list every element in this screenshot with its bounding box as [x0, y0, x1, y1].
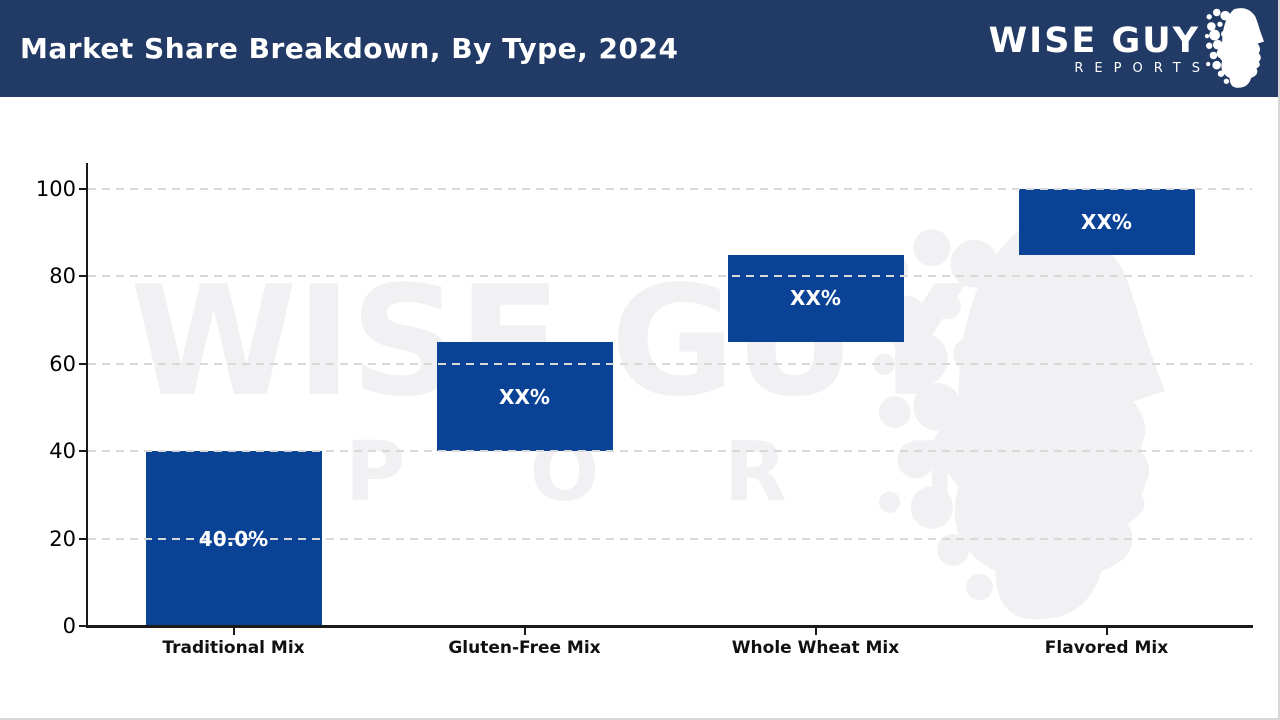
y-tick-mark [79, 188, 86, 190]
logo-subtitle: REPORTS [1074, 60, 1211, 76]
y-tick-label: 80 [49, 264, 76, 289]
y-axis-line [86, 163, 88, 628]
gridline [88, 188, 1252, 190]
gridline [88, 450, 1252, 453]
y-tick-mark [79, 275, 86, 278]
y-tick-label: 20 [49, 526, 76, 551]
x-category-label: Gluten-Free Mix [448, 638, 601, 658]
page-title: Market Share Breakdown, By Type, 2024 [20, 32, 679, 65]
y-tick-mark [79, 537, 86, 540]
header-bar: Market Share Breakdown, By Type, 2024 WI… [0, 0, 1280, 97]
gridline [88, 537, 1252, 540]
logo-wordmark: WISE GUY [988, 20, 1200, 61]
wiseguy-head-icon [1202, 6, 1268, 92]
y-tick-label: 100 [35, 177, 76, 201]
y-tick-mark [79, 450, 86, 453]
x-tick-mark [232, 628, 235, 635]
y-tick-mark [79, 362, 86, 365]
y-tick-label: 0 [62, 614, 76, 638]
bar-segment [436, 341, 613, 452]
bar-value-label: XX% [1081, 209, 1132, 234]
x-category-label: Whole Wheat Mix [731, 638, 900, 658]
gridline [88, 362, 1252, 365]
logo-text: WISE GUY REPORTS [989, 23, 1200, 76]
bar-value-label: XX% [499, 384, 550, 409]
y-tick-mark [79, 625, 86, 627]
x-tick-mark [1105, 628, 1108, 635]
brand-logo: WISE GUY REPORTS [989, 5, 1268, 93]
gridline [88, 275, 1252, 278]
y-tick-label: 60 [49, 351, 76, 376]
x-tick-mark [523, 628, 526, 635]
x-category-label: Traditional Mix [162, 638, 305, 658]
y-tick-label: 40 [49, 439, 76, 464]
bar-value-label: XX% [790, 286, 841, 311]
bar-value-label: 40.0% [198, 526, 269, 551]
x-category-label: Flavored Mix [1044, 638, 1169, 658]
x-tick-mark [814, 628, 817, 635]
x-axis-line [86, 625, 1253, 628]
